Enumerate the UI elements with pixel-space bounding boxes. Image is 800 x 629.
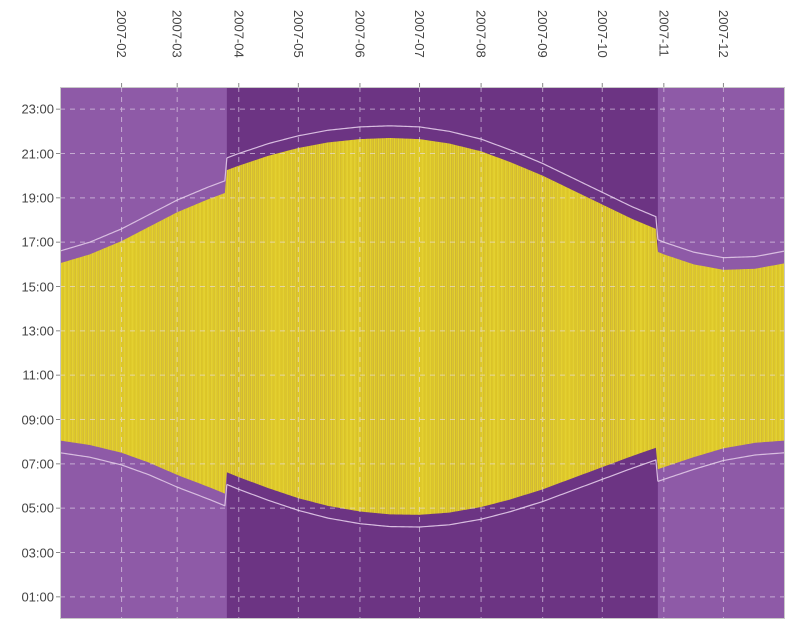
y-axis-tick-label: 11:00 <box>6 368 54 383</box>
x-axis-tick-label: 2007-06 <box>352 10 367 58</box>
x-axis-tick-label: 2007-02 <box>114 10 129 58</box>
x-axis-tick-label: 2007-03 <box>170 10 185 58</box>
x-axis-tick-label: 2007-04 <box>231 10 246 58</box>
x-axis-tick-label: 2007-08 <box>474 10 489 58</box>
daylight-chart <box>0 0 800 629</box>
x-axis-tick-label: 2007-07 <box>412 10 427 58</box>
y-axis-tick-label: 21:00 <box>6 146 54 161</box>
x-axis-tick-label: 2007-11 <box>656 10 671 57</box>
x-axis-tick-label: 2007-12 <box>716 10 731 58</box>
x-axis-tick-label: 2007-09 <box>535 10 550 58</box>
y-axis-tick-label: 03:00 <box>6 545 54 560</box>
y-axis-tick-label: 13:00 <box>6 323 54 338</box>
y-axis-tick-label: 05:00 <box>6 501 54 516</box>
x-axis-tick-label: 2007-10 <box>595 10 610 58</box>
y-axis-tick-label: 19:00 <box>6 190 54 205</box>
y-axis-tick-label: 01:00 <box>6 589 54 604</box>
y-axis-tick-label: 23:00 <box>6 102 54 117</box>
y-axis-tick-label: 09:00 <box>6 412 54 427</box>
x-axis-tick-label: 2007-05 <box>291 10 306 58</box>
y-axis-tick-label: 15:00 <box>6 279 54 294</box>
y-axis-tick-label: 17:00 <box>6 235 54 250</box>
y-axis-tick-label: 07:00 <box>6 456 54 471</box>
